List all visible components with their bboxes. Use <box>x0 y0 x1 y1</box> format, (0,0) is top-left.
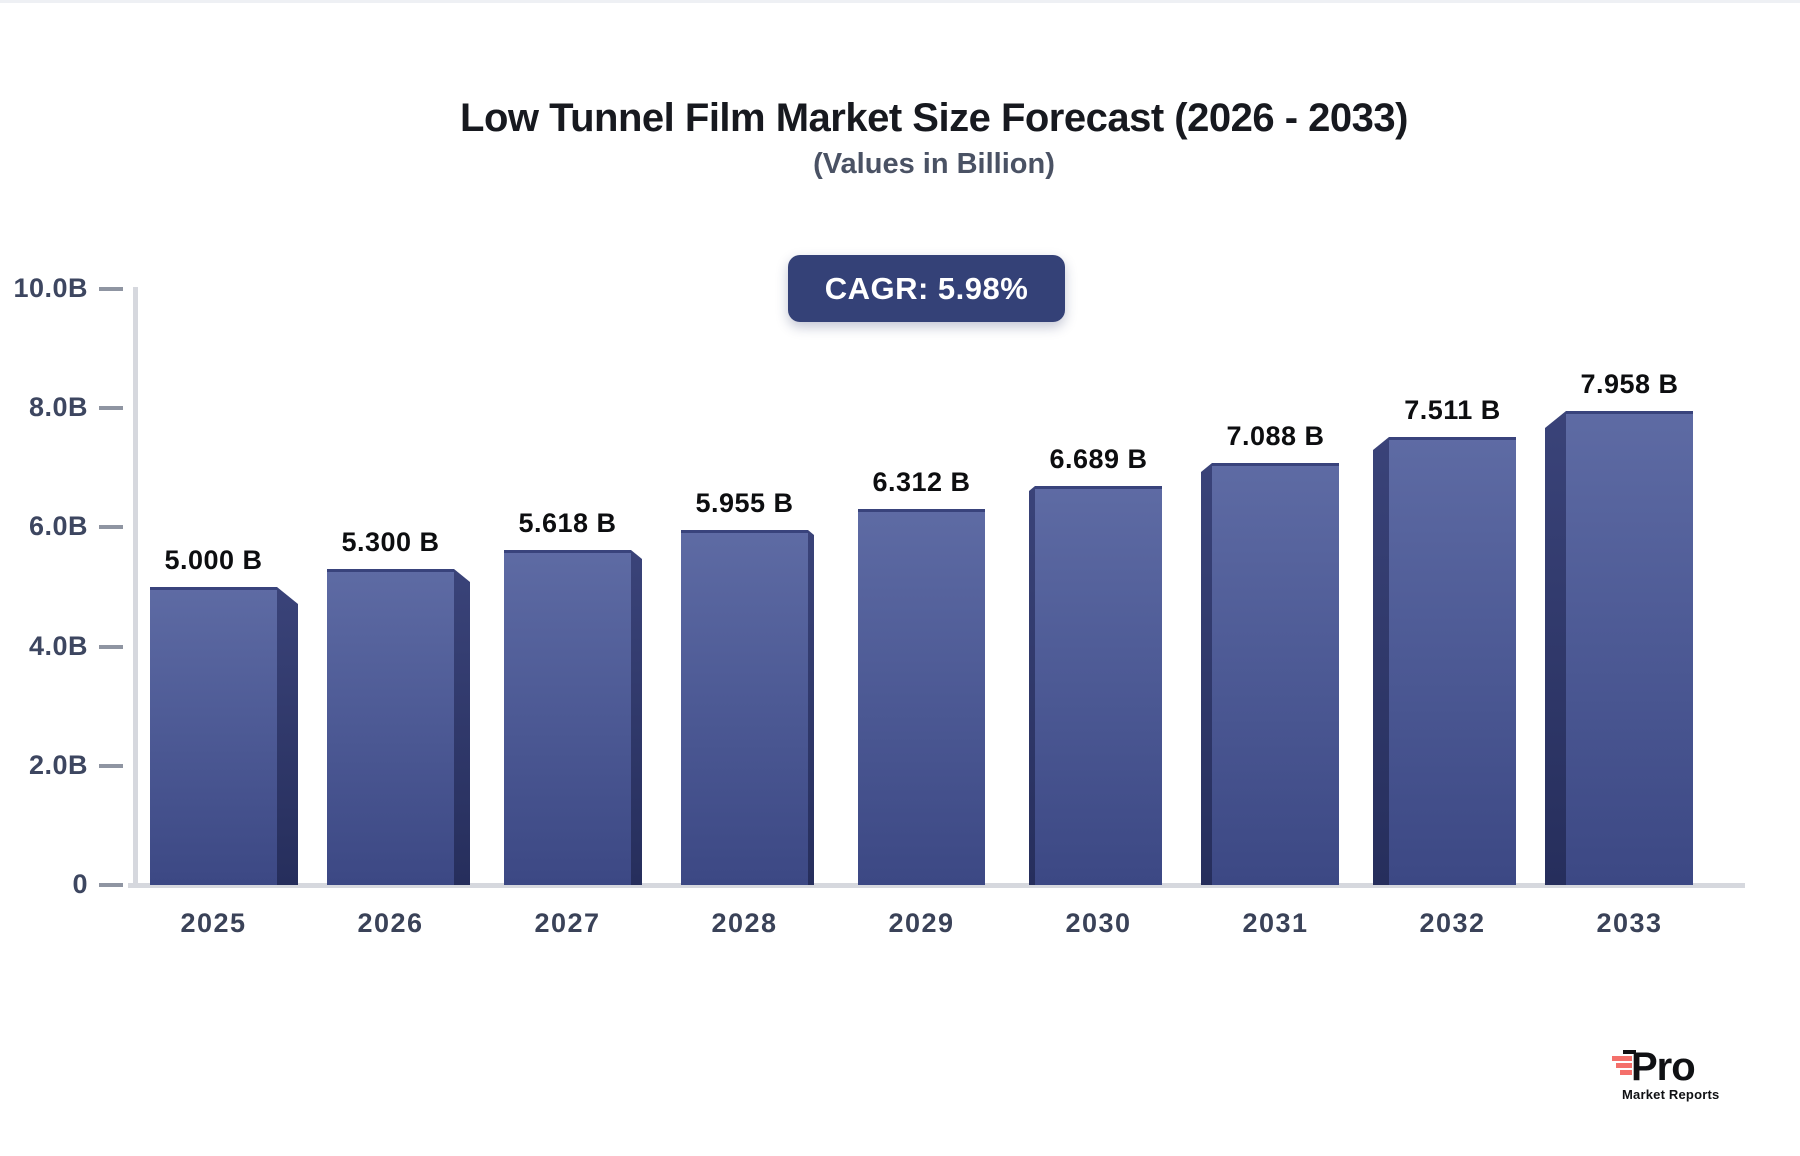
bar-side-face <box>1201 463 1212 885</box>
bar-value-label: 7.958 B <box>1580 369 1679 399</box>
bar-group-2031 <box>1201 463 1339 885</box>
bar-top-edge <box>150 587 277 590</box>
y-tick-label: 10.0B <box>13 273 88 303</box>
bar-face <box>858 509 985 885</box>
bar-value-label: 5.000 B <box>164 545 263 575</box>
bar-face <box>681 530 808 885</box>
y-tick-label: 4.0B <box>28 630 88 661</box>
y-tick-dash <box>99 525 123 530</box>
bar-face <box>1212 463 1339 885</box>
x-axis-label-2029: 2029 <box>888 908 955 938</box>
bar-value-label: 7.088 B <box>1226 421 1325 451</box>
bar-value-label: 6.312 B <box>872 467 971 497</box>
bar-side-face <box>277 587 298 885</box>
y-tick-dash <box>99 883 123 887</box>
bar-value-label: 5.300 B <box>341 527 440 557</box>
bar-top-edge <box>1389 437 1516 440</box>
logo-notch <box>1623 1050 1636 1054</box>
y-tick-dash <box>99 287 123 291</box>
bar-face <box>1035 486 1162 885</box>
x-axis-label-2031: 2031 <box>1242 908 1309 938</box>
bar-top-edge <box>681 530 808 533</box>
x-axis-label-2027: 2027 <box>534 908 601 938</box>
bar-group-2033 <box>1545 411 1693 885</box>
bar-group-2027 <box>504 550 642 885</box>
bar-group-2029 <box>858 509 985 885</box>
bar-top-edge <box>1035 486 1162 489</box>
bar-side-face <box>1029 486 1035 885</box>
bar-value-label: 7.511 B <box>1404 395 1501 425</box>
top-border-strip <box>0 0 1800 3</box>
bar-value-label: 5.618 B <box>518 508 617 538</box>
logo-speed-bar-2 <box>1616 1063 1632 1068</box>
y-tick-dash <box>99 644 123 649</box>
logo-wordmark: Pro <box>1631 1045 1696 1089</box>
bar-face <box>150 587 277 885</box>
chart-title: Low Tunnel Film Market Size Forecast (20… <box>460 96 1408 140</box>
bar-side-face <box>454 569 470 885</box>
x-axis-baseline <box>128 883 1745 888</box>
y-tick-dash <box>99 406 123 411</box>
cagr-badge: CAGR: 5.98% <box>788 255 1065 322</box>
bar-value-label: 6.689 B <box>1049 444 1148 474</box>
bar-group-2028 <box>681 530 814 885</box>
y-tick-label: 0 <box>72 869 88 899</box>
y-tick-label: 8.0B <box>28 392 88 423</box>
bar-top-edge <box>858 509 985 512</box>
bar-side-face <box>808 530 814 885</box>
y-tick-dash <box>99 763 123 768</box>
bar-side-face <box>1373 437 1389 885</box>
chart-subtitle: (Values in Billion) <box>813 148 1055 180</box>
bar-group-2032 <box>1373 437 1516 885</box>
x-axis-label-2033: 2033 <box>1596 908 1663 938</box>
pro-market-reports-logo: Pro Market Reports <box>1610 1045 1750 1115</box>
y-tick-label: 2.0B <box>28 749 88 780</box>
bar-top-edge <box>1566 411 1693 414</box>
bar-face <box>1566 411 1693 885</box>
logo-speed-bar-3 <box>1620 1070 1632 1075</box>
bar-face <box>327 569 454 885</box>
bar-group-2025 <box>150 587 298 885</box>
logo-subtext: Market Reports <box>1622 1087 1720 1102</box>
y-axis-line <box>133 287 138 887</box>
x-axis-label-2032: 2032 <box>1419 908 1486 938</box>
y-tick-label: 6.0B <box>28 511 88 542</box>
x-axis-label-2028: 2028 <box>711 908 778 938</box>
bar-face <box>504 550 631 885</box>
bar-top-edge <box>504 550 631 553</box>
bar-group-2030 <box>1029 486 1162 885</box>
bar-side-face <box>631 550 642 885</box>
bar-top-edge <box>1212 463 1339 466</box>
logo-speed-bar-1 <box>1612 1056 1632 1061</box>
bar-top-edge <box>327 569 454 572</box>
x-axis-label-2025: 2025 <box>180 908 247 938</box>
bar-side-face <box>1545 411 1566 885</box>
bar-face <box>1389 437 1516 885</box>
x-axis-label-2030: 2030 <box>1065 908 1132 938</box>
bar-group-2026 <box>327 569 470 885</box>
bar-value-label: 5.955 B <box>695 488 794 518</box>
x-axis-label-2026: 2026 <box>357 908 424 938</box>
cagr-badge-label: CAGR: 5.98% <box>824 270 1029 306</box>
